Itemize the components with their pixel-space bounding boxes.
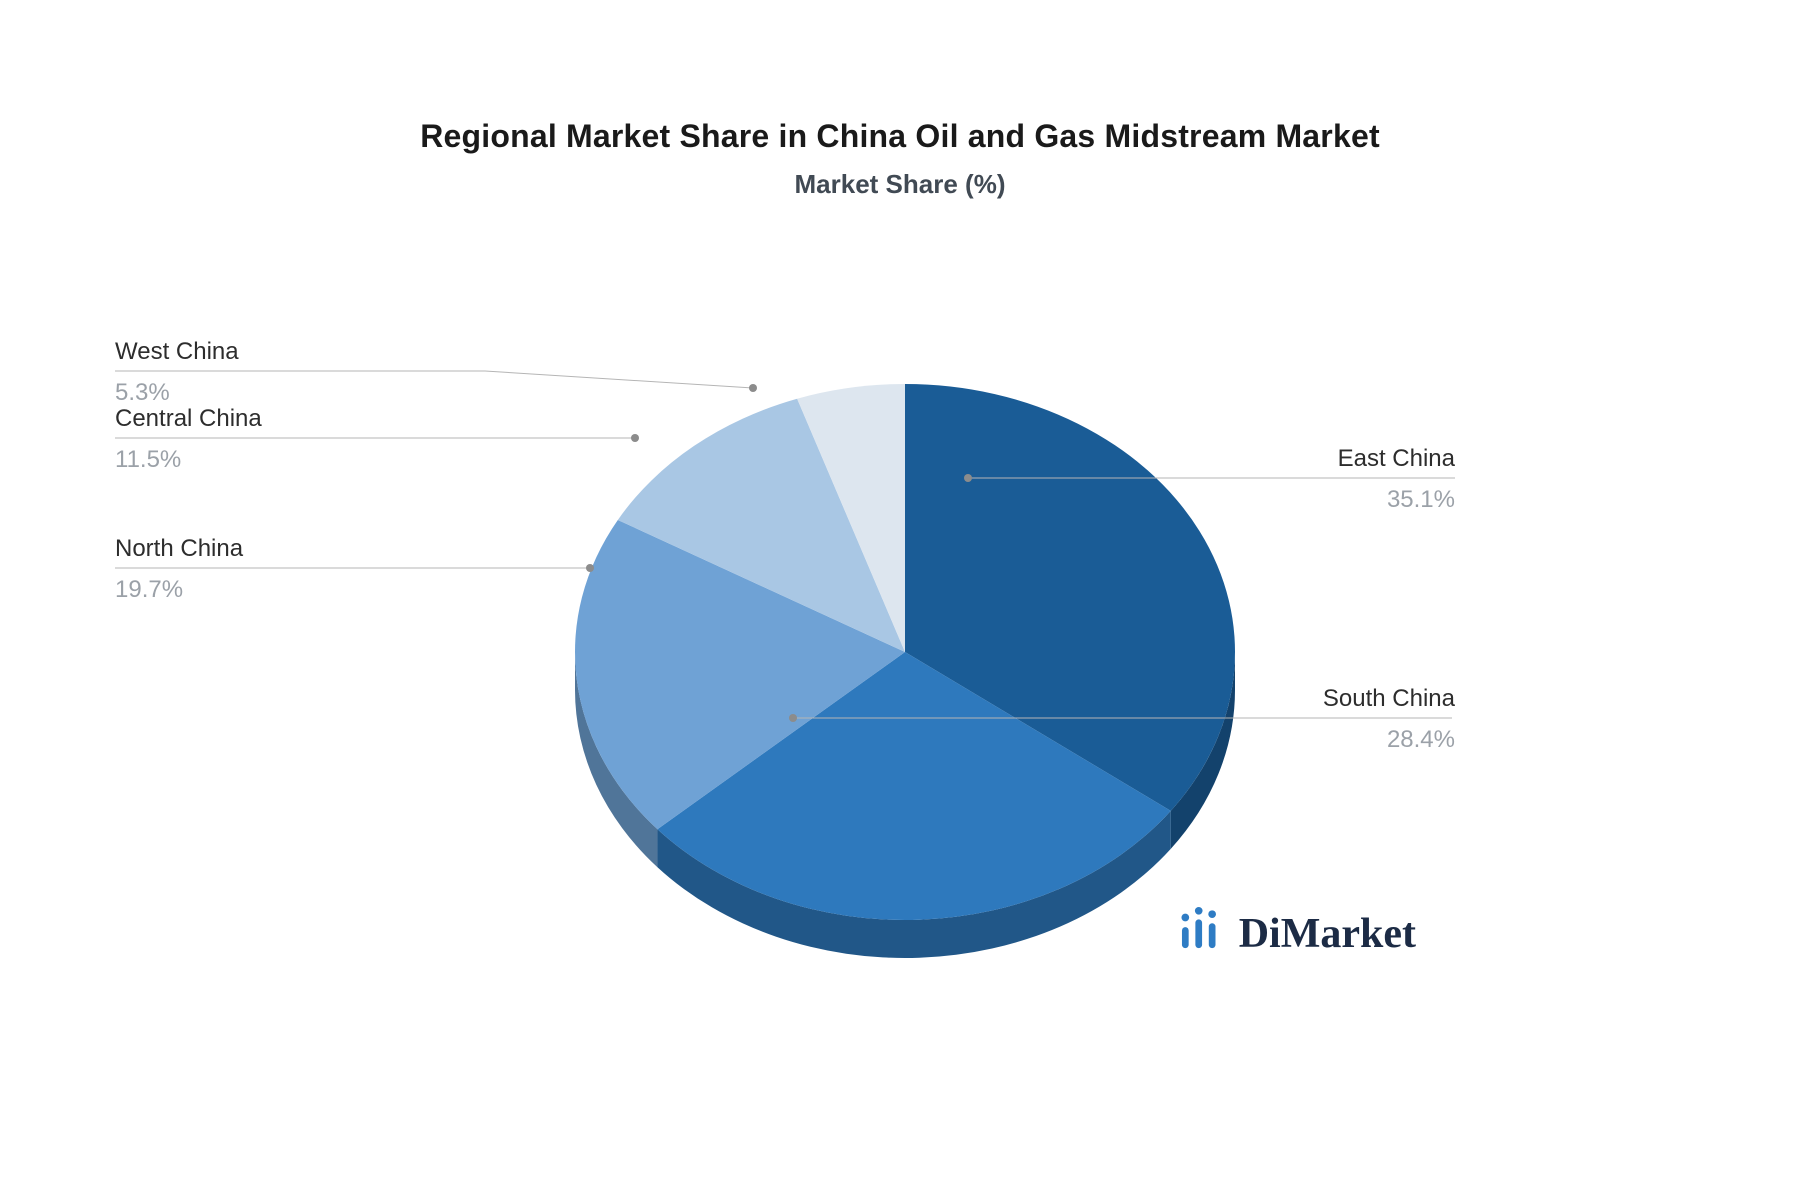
callout-dot-central-china bbox=[631, 434, 639, 442]
callout-dot-east-china bbox=[964, 474, 972, 482]
pie-slice-north-china bbox=[575, 519, 905, 830]
chart-subtitle: Market Share (%) bbox=[794, 169, 1006, 199]
callout-dot-north-china bbox=[586, 564, 594, 572]
pie-slice-west-china bbox=[797, 384, 905, 652]
pie-slice-side-south-china bbox=[657, 810, 1171, 959]
pie-slice-east-china bbox=[905, 384, 1236, 811]
chart-title: Regional Market Share in China Oil and G… bbox=[420, 118, 1380, 154]
pie-slice-south-china bbox=[657, 652, 1171, 921]
pie-slice-central-china bbox=[617, 398, 905, 652]
dimarket-logo-icon bbox=[1181, 906, 1216, 949]
callout-dot-west-china bbox=[749, 384, 757, 392]
dimarket-logo: DiMarket bbox=[1181, 906, 1416, 955]
pie-slice-side-east-china bbox=[1170, 652, 1235, 849]
callout-dot-south-china bbox=[789, 714, 797, 722]
dimarket-logo-text: DiMarket bbox=[1238, 911, 1416, 957]
callout-line-west-china bbox=[115, 370, 754, 389]
pie-slice-side-north-china bbox=[575, 652, 658, 868]
